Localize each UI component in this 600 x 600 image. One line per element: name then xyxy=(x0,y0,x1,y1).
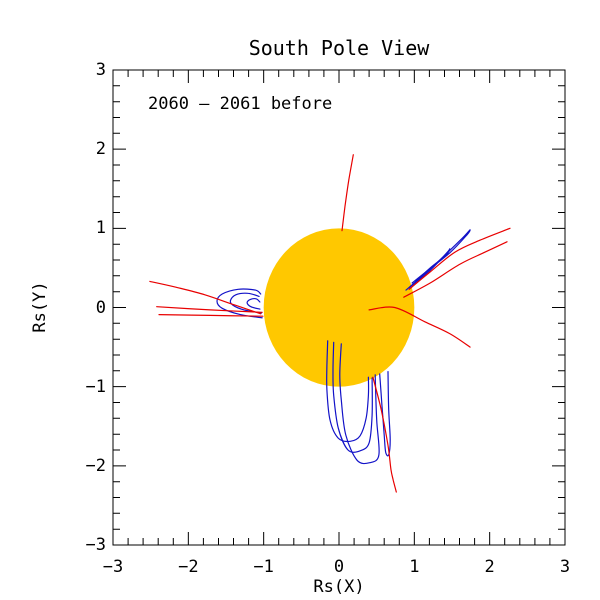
y-tick-label: 0 xyxy=(95,297,106,318)
x-tick-label: 3 xyxy=(559,557,571,577)
field-line-west-diagonal xyxy=(149,280,262,315)
y-tick-label: −1 xyxy=(85,376,106,397)
field-line-north-polar-spike xyxy=(341,154,354,232)
field-line-west-loop-outer xyxy=(216,288,263,319)
y-tick-label: 3 xyxy=(95,60,106,80)
field-line-south-loop-4 xyxy=(379,371,391,457)
field-line-south-loop-3 xyxy=(339,343,380,465)
field-line-northeast-open-lower xyxy=(403,241,508,298)
x-tick-label: −2 xyxy=(178,557,199,577)
sun-disk xyxy=(263,228,415,387)
x-tick-label: 0 xyxy=(333,557,345,577)
x-tick-label: 2 xyxy=(484,557,495,577)
y-tick-label: 1 xyxy=(95,218,106,239)
field-line-west-loop-inner xyxy=(246,298,261,310)
annotation-year-range: 2060 — 2061 before xyxy=(148,94,333,114)
field-line-west-horizontal-lower xyxy=(158,314,264,317)
field-line-east-equatorial xyxy=(368,306,471,348)
x-axis-label: Rs(X) xyxy=(313,577,365,597)
field-line-west-loop-middle xyxy=(229,292,262,314)
field-line-northeast-loop-inner xyxy=(408,248,451,289)
x-tick-label: −1 xyxy=(253,557,274,577)
field-line-south-loop-2 xyxy=(332,341,373,453)
y-tick-label: 2 xyxy=(95,139,106,160)
field-line-northeast-open-upper xyxy=(408,227,511,290)
x-tick-label: 1 xyxy=(409,557,420,577)
y-tick-label: −2 xyxy=(85,455,106,476)
plot-title: South Pole View xyxy=(248,36,430,60)
field-line-west-horizontal-upper xyxy=(156,306,263,313)
axis-ticks xyxy=(112,69,566,546)
x-tick-label: −3 xyxy=(102,557,124,577)
field-line-south-loop-1 xyxy=(326,340,370,443)
field-line-south-spike xyxy=(372,376,397,493)
y-axis-label: Rs(Y) xyxy=(30,281,50,333)
y-tick-label: −3 xyxy=(85,535,106,555)
